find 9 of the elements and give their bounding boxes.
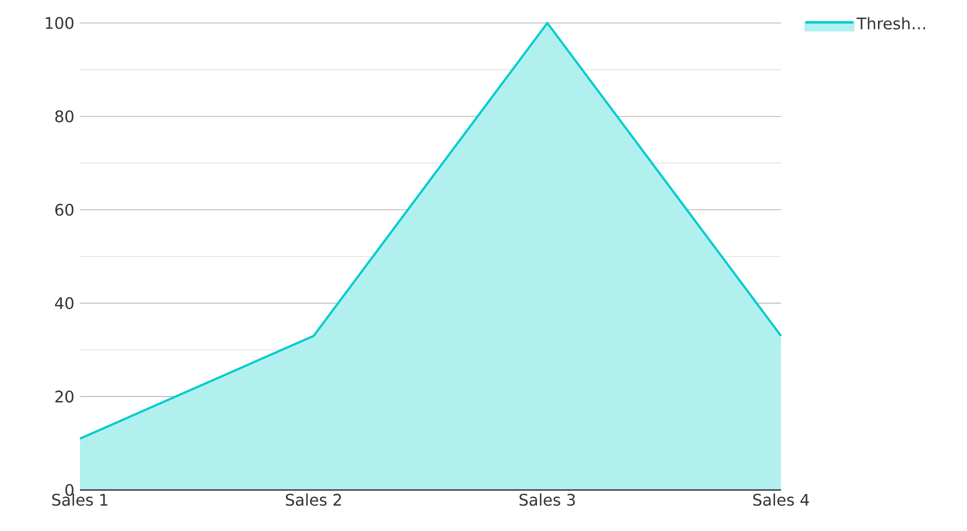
- legend-label: Thresh…: [856, 17, 926, 30]
- x-tick-label: Sales 3: [520, 493, 575, 506]
- y-tick-label: 20: [55, 390, 74, 403]
- x-tick-label: Sales 2: [286, 493, 341, 506]
- y-tick-label: 80: [55, 110, 74, 122]
- y-tick-label: 100: [46, 16, 74, 30]
- y-tick-label: 40: [54, 297, 74, 310]
- x-tick-label: Sales 4: [753, 493, 809, 506]
- y-tick-label: 60: [55, 204, 74, 216]
